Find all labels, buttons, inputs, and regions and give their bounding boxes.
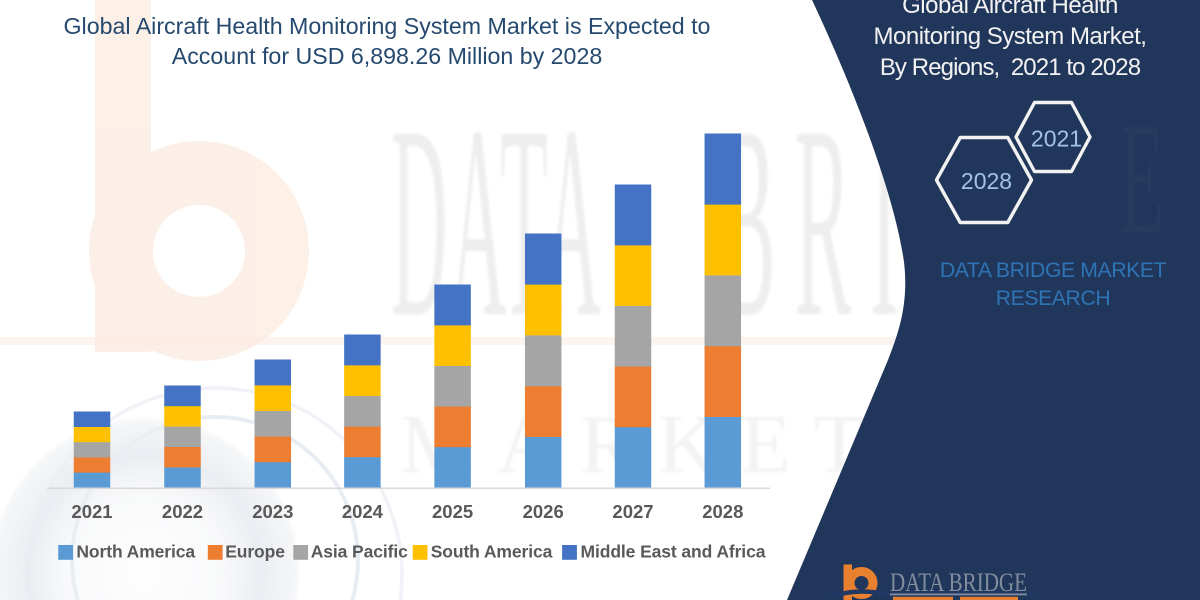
svg-text:2027: 2027 <box>612 501 653 522</box>
svg-text:2021: 2021 <box>1031 126 1082 152</box>
svg-text:Global Aircraft Health: Global Aircraft Health <box>902 0 1118 19</box>
svg-text:2028: 2028 <box>702 501 743 522</box>
svg-text:RESEARCH: RESEARCH <box>996 287 1111 310</box>
svg-text:2024: 2024 <box>342 501 384 522</box>
svg-text:2021: 2021 <box>71 501 112 522</box>
svg-text:2028: 2028 <box>961 168 1012 194</box>
svg-text:DATA BRIDGE: DATA BRIDGE <box>890 568 1027 597</box>
svg-text:North America: North America <box>76 542 195 562</box>
svg-text:Europe: Europe <box>225 542 285 562</box>
svg-text:Asia Pacific: Asia Pacific <box>311 542 408 562</box>
svg-text:2026: 2026 <box>523 501 564 522</box>
svg-text:South America: South America <box>431 542 553 562</box>
svg-text:DATA BRIDGE MARKET: DATA BRIDGE MARKET <box>940 259 1167 282</box>
svg-text:Global Aircraft Health Monitor: Global Aircraft Health Monitoring System… <box>64 13 711 39</box>
svg-text:2023: 2023 <box>252 501 293 522</box>
svg-text:2025: 2025 <box>432 501 473 522</box>
svg-text:Middle East and Africa: Middle East and Africa <box>581 542 766 562</box>
svg-text:Account for USD 6,898.26 Milli: Account for USD 6,898.26 Million by 2028 <box>172 43 603 69</box>
svg-text:2022: 2022 <box>162 501 203 522</box>
svg-text:E: E <box>1120 89 1164 267</box>
svg-text:Monitoring System Market,: Monitoring System Market, <box>874 23 1147 50</box>
svg-text:By Regions, 2021 to 2028: By Regions, 2021 to 2028 <box>880 54 1141 81</box>
